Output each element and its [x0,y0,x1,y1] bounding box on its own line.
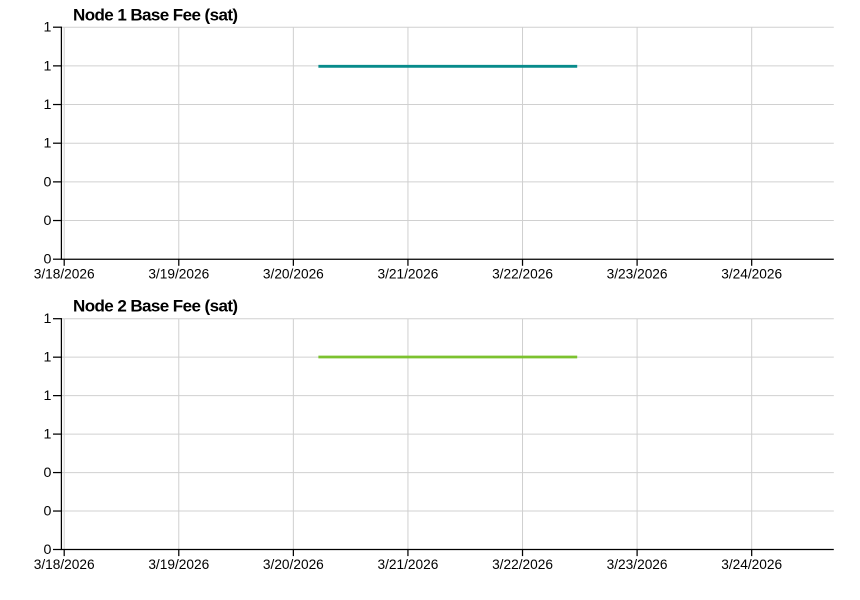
svg-text:1: 1 [44,388,52,404]
svg-text:3/18/2026: 3/18/2026 [34,267,95,282]
svg-text:3/24/2026: 3/24/2026 [721,267,782,282]
svg-text:1: 1 [44,427,52,443]
svg-text:3/23/2026: 3/23/2026 [607,267,668,282]
svg-text:3/22/2026: 3/22/2026 [492,267,553,282]
svg-text:3/19/2026: 3/19/2026 [148,267,209,282]
svg-text:3/21/2026: 3/21/2026 [377,557,438,572]
svg-text:0: 0 [44,252,52,268]
svg-text:1: 1 [44,350,52,366]
svg-text:0: 0 [44,174,52,190]
svg-text:1: 1 [44,20,52,36]
svg-text:3/22/2026: 3/22/2026 [492,557,553,572]
svg-text:3/20/2026: 3/20/2026 [263,557,324,572]
svg-text:3/24/2026: 3/24/2026 [721,557,782,572]
svg-text:3/20/2026: 3/20/2026 [263,267,324,282]
svg-text:1: 1 [44,136,52,152]
svg-text:1: 1 [44,311,52,327]
svg-text:0: 0 [44,213,52,229]
svg-text:Node 2 Base Fee (sat): Node 2 Base Fee (sat) [73,296,238,315]
svg-text:0: 0 [44,465,52,481]
svg-text:0: 0 [44,503,52,519]
svg-text:1: 1 [44,58,52,74]
svg-text:0: 0 [44,542,52,558]
svg-text:3/21/2026: 3/21/2026 [377,267,438,282]
svg-text:Node 1 Base Fee (sat): Node 1 Base Fee (sat) [73,6,238,25]
svg-text:1: 1 [44,97,52,113]
svg-text:3/23/2026: 3/23/2026 [607,557,668,572]
svg-text:3/19/2026: 3/19/2026 [148,557,209,572]
svg-text:3/18/2026: 3/18/2026 [34,557,95,572]
